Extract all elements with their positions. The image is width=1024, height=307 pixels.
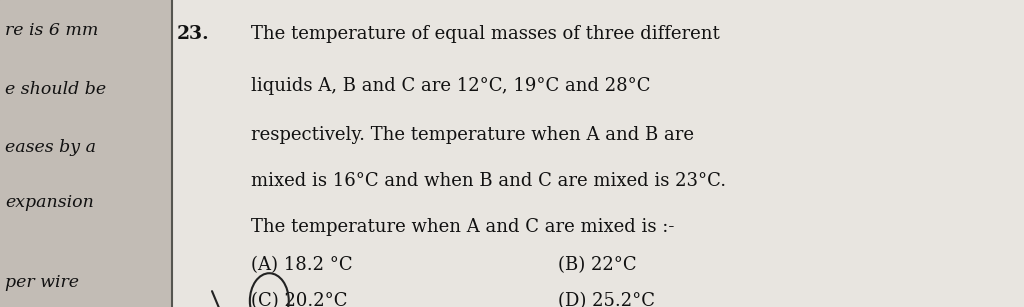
Text: (D) 25.2°C: (D) 25.2°C — [558, 292, 655, 307]
Bar — [172, 0, 1024, 307]
Text: per wire: per wire — [5, 274, 79, 291]
Text: 23.: 23. — [177, 25, 210, 43]
Text: re is 6 mm: re is 6 mm — [5, 22, 98, 39]
Text: (C) 20.2°C: (C) 20.2°C — [251, 292, 347, 307]
Text: (B) 22°C: (B) 22°C — [558, 257, 637, 274]
Text: The temperature when A and C are mixed is :-: The temperature when A and C are mixed i… — [251, 218, 674, 236]
Bar — [0, 0, 172, 307]
Text: mixed is 16°C and when B and C are mixed is 23°C.: mixed is 16°C and when B and C are mixed… — [251, 172, 726, 190]
Text: liquids A, B and C are 12°C, 19°C and 28°C: liquids A, B and C are 12°C, 19°C and 28… — [251, 77, 650, 95]
Text: respectively. The temperature when A and B are: respectively. The temperature when A and… — [251, 126, 694, 144]
Text: expansion: expansion — [5, 194, 94, 211]
Text: The temperature of equal masses of three different: The temperature of equal masses of three… — [251, 25, 720, 43]
Text: (A) 18.2 °C: (A) 18.2 °C — [251, 257, 352, 274]
Text: e should be: e should be — [5, 80, 106, 98]
Text: eases by a: eases by a — [5, 139, 96, 156]
